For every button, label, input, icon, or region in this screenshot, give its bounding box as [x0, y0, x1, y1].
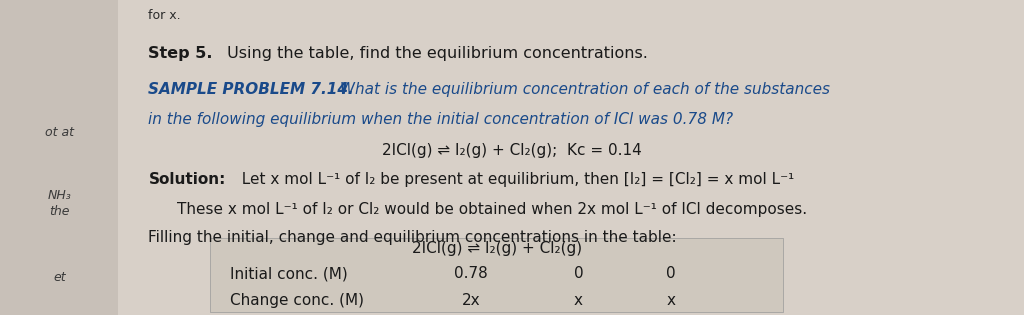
Text: 2x: 2x — [462, 293, 480, 308]
Text: Initial conc. (M): Initial conc. (M) — [230, 266, 348, 281]
Text: 2ICl(g) ⇌ I₂(g) + Cl₂(g);  Kᴄ = 0.14: 2ICl(g) ⇌ I₂(g) + Cl₂(g); Kᴄ = 0.14 — [382, 143, 642, 158]
Text: Change conc. (M): Change conc. (M) — [230, 293, 365, 308]
Text: Step 5.: Step 5. — [148, 46, 213, 61]
Text: These x mol L⁻¹ of I₂ or Cl₂ would be obtained when 2x mol L⁻¹ of ICl decomposes: These x mol L⁻¹ of I₂ or Cl₂ would be ob… — [177, 202, 807, 217]
Text: NH₃: NH₃ — [47, 189, 72, 202]
Text: SAMPLE PROBLEM 7.14.: SAMPLE PROBLEM 7.14. — [148, 82, 354, 97]
Text: Using the table, find the equilibrium concentrations.: Using the table, find the equilibrium co… — [222, 46, 648, 61]
Text: x: x — [574, 293, 583, 308]
Text: 2ICl(g) ⇌ I₂(g) + Cl₂(g): 2ICl(g) ⇌ I₂(g) + Cl₂(g) — [412, 241, 582, 256]
Text: 0.78: 0.78 — [455, 266, 487, 281]
Text: et: et — [53, 271, 66, 284]
Text: Filling the initial, change and equilibrium concentrations in the table:: Filling the initial, change and equilibr… — [148, 230, 677, 245]
Text: 0: 0 — [666, 266, 676, 281]
Text: ot at: ot at — [45, 126, 74, 139]
Text: Solution:: Solution: — [148, 172, 226, 187]
Text: Let x mol L⁻¹ of I₂ be present at equilibrium, then [I₂] = [Cl₂] = x mol L⁻¹: Let x mol L⁻¹ of I₂ be present at equili… — [232, 172, 795, 187]
Text: for x.: for x. — [148, 9, 181, 22]
Text: x: x — [667, 293, 675, 308]
Bar — [0, 0, 118, 315]
Text: in the following equilibrium when the initial concentration of ICl was 0.78 M?: in the following equilibrium when the in… — [148, 112, 733, 127]
Bar — [210, 238, 783, 312]
Text: 0: 0 — [573, 266, 584, 281]
Text: the: the — [49, 204, 70, 218]
Text: What is the equilibrium concentration of each of the substances: What is the equilibrium concentration of… — [335, 82, 829, 97]
